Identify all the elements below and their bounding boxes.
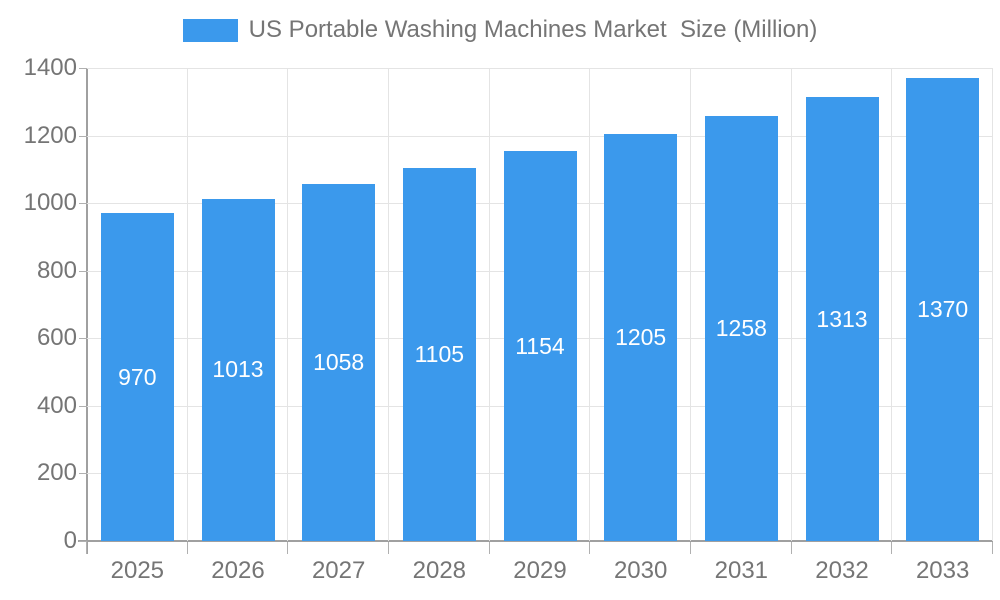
gridline-horizontal <box>87 68 993 69</box>
y-axis-tick <box>79 338 87 340</box>
y-axis-label: 800 <box>36 256 77 284</box>
y-axis-label: 0 <box>63 527 77 554</box>
bar-2026[interactable]: 1013 <box>201 198 275 541</box>
y-axis-line <box>86 68 88 554</box>
legend[interactable]: US Portable Washing Machines Market Size… <box>0 16 1000 44</box>
bar-value-label: 1313 <box>816 305 868 332</box>
gridline-vertical <box>287 68 289 541</box>
y-axis-label: 400 <box>36 391 77 419</box>
y-axis-tick <box>79 270 87 272</box>
x-axis: 2025 2026 2027 2028 2029 2030 2031 2032 2033 <box>87 555 993 587</box>
x-axis-tick <box>86 542 87 554</box>
gridline-vertical <box>589 68 591 541</box>
x-axis-tick <box>488 542 490 554</box>
y-axis-label: 200 <box>36 459 77 487</box>
bar-value-label: 970 <box>118 363 157 390</box>
bar-value-label: 1205 <box>615 323 667 350</box>
gridline-vertical <box>186 68 188 541</box>
gridline-vertical <box>488 68 490 541</box>
bar-2033[interactable]: 1370 <box>906 78 980 541</box>
chart-title: US Portable Washing Machines Market Size… <box>248 16 818 43</box>
x-axis-tick <box>589 542 591 554</box>
bar-value-label: 1058 <box>313 348 365 375</box>
x-axis-label: 2025 <box>110 557 165 584</box>
x-axis-label: 2033 <box>915 557 970 584</box>
y-axis-label: 1200 <box>23 121 77 149</box>
x-axis-tick <box>992 542 993 554</box>
plot-area: 970 1013 1058 1105 1154 1205 1258 1313 1370 <box>78 68 993 554</box>
y-axis-tick <box>79 135 87 137</box>
bar-value-label: 1154 <box>515 332 565 359</box>
gridline-vertical <box>992 68 993 541</box>
x-axis-label: 2028 <box>412 557 467 584</box>
bar-value-label: 1370 <box>917 296 969 323</box>
gridline-vertical <box>690 68 691 541</box>
x-axis-label: 2030 <box>613 557 668 584</box>
gridline-vertical <box>388 68 389 541</box>
bar-2030[interactable]: 1205 <box>604 133 678 541</box>
y-axis-label: 600 <box>36 324 77 352</box>
y-axis: 0 200 400 600 800 1000 1200 1400 <box>0 54 77 554</box>
x-axis-tick <box>891 542 893 554</box>
bar-2025[interactable]: 970 <box>100 213 174 541</box>
bar-2027[interactable]: 1058 <box>302 183 376 541</box>
x-axis-tick <box>690 542 691 554</box>
x-axis-label: 2027 <box>311 557 366 584</box>
bar-value-label: 1105 <box>414 340 465 367</box>
bar-value-label: 1013 <box>212 356 264 383</box>
bar-value-label: 1258 <box>715 314 767 341</box>
y-axis-tick <box>79 405 87 407</box>
x-axis-tick <box>388 542 389 554</box>
y-axis-label: 1000 <box>23 189 77 217</box>
bar-2032[interactable]: 1313 <box>805 97 879 541</box>
x-axis-label: 2032 <box>815 557 869 584</box>
gridline-vertical <box>790 68 792 541</box>
x-axis-label: 2029 <box>513 557 567 584</box>
x-axis-label: 2026 <box>211 557 265 584</box>
legend-swatch <box>182 18 238 42</box>
gridline-horizontal <box>87 135 993 137</box>
bar-2031[interactable]: 1258 <box>704 115 778 541</box>
y-axis-label: 1400 <box>23 54 77 81</box>
y-axis-tick <box>79 541 87 542</box>
x-axis-tick <box>790 542 792 554</box>
x-axis-label: 2031 <box>714 557 769 584</box>
bar-2028[interactable]: 1105 <box>402 167 476 541</box>
x-axis-tick <box>186 542 188 554</box>
y-axis-tick <box>79 68 87 69</box>
x-axis-tick <box>287 542 289 554</box>
bar-2029[interactable]: 1154 <box>503 151 577 541</box>
x-axis-line <box>78 540 993 542</box>
y-axis-tick <box>79 473 87 475</box>
gridline-vertical <box>891 68 893 541</box>
y-axis-tick <box>79 203 87 205</box>
